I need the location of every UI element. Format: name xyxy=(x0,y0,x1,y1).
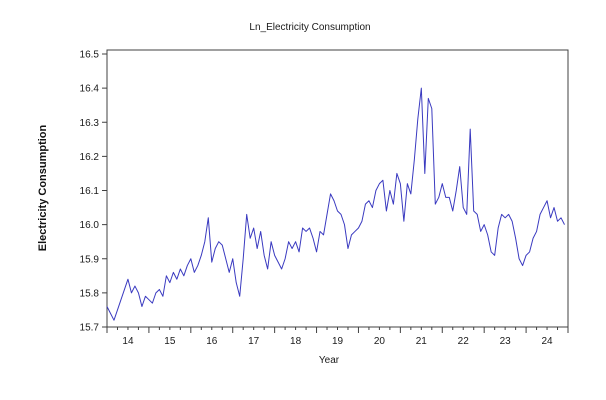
x-tick-label: 18 xyxy=(290,336,302,347)
x-tick-label: 23 xyxy=(500,336,512,347)
y-tick-label: 16.4 xyxy=(80,84,100,95)
x-tick-label: 17 xyxy=(248,336,260,347)
chart-title: Ln_Electricity Consumption xyxy=(249,22,371,33)
x-tick-label: 16 xyxy=(206,336,218,347)
y-tick-label: 16.2 xyxy=(80,152,100,163)
x-tick-label: 19 xyxy=(332,336,344,347)
x-tick-label: 24 xyxy=(541,336,553,347)
y-tick-label: 15.9 xyxy=(80,254,100,265)
x-tick-label: 21 xyxy=(416,336,428,347)
x-tick-label: 15 xyxy=(164,336,176,347)
y-tick-label: 15.8 xyxy=(80,288,100,299)
x-tick-label: 20 xyxy=(374,336,386,347)
x-tick-label: 14 xyxy=(122,336,134,347)
y-tick-label: 16.5 xyxy=(80,50,100,61)
plot-frame xyxy=(106,49,569,328)
data-series-line xyxy=(106,87,565,321)
y-tick-label: 15.7 xyxy=(80,323,100,334)
x-axis-title: Year xyxy=(318,355,340,366)
y-tick-label: 16.3 xyxy=(80,118,100,129)
y-tick-label: 16.0 xyxy=(80,220,100,231)
y-tick-label: 16.1 xyxy=(80,186,100,197)
x-tick-label: 22 xyxy=(458,336,470,347)
